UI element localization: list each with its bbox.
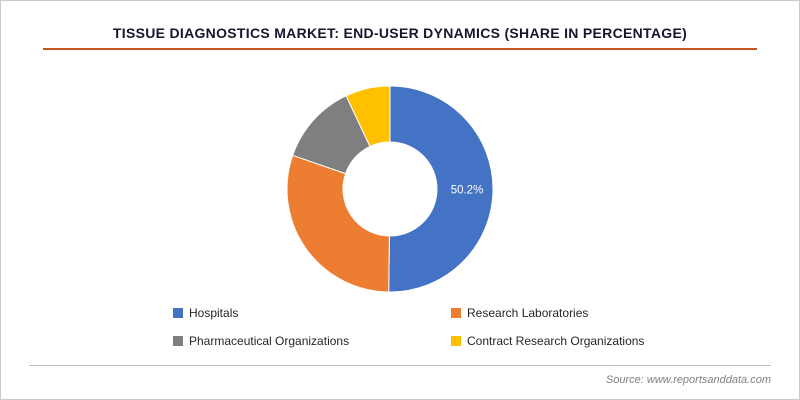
source-attribution: Source: www.reportsanddata.com [605, 374, 771, 386]
legend-swatch-icon [451, 336, 461, 346]
donut-slice-hospitals [388, 85, 494, 293]
legend-item-contract-research-organizations: Contract Research Organizations [451, 334, 693, 348]
legend-label: Pharmaceutical Organizations [189, 334, 350, 348]
legend-label: Hospitals [189, 306, 239, 320]
legend-label: Research Laboratories [467, 306, 589, 320]
legend-swatch-icon [173, 336, 183, 346]
title-divider [43, 48, 757, 50]
legend-swatch-icon [173, 308, 183, 318]
chart-legend: Hospitals Research Laboratories Pharmaceut… [173, 306, 693, 348]
legend-item-pharmaceutical-organizations: Pharmaceutical Organizations [173, 334, 451, 348]
donut-slices [286, 85, 494, 293]
legend-label: Contract Research Organizations [467, 334, 645, 348]
footer-divider [29, 365, 771, 366]
donut-slice-contract-research-organizations [345, 85, 391, 148]
legend-item-hospitals: Hospitals [173, 306, 451, 320]
donut-data-labels: 50.2% [451, 184, 484, 196]
chart-title: TISSUE DIAGNOSTICS MARKET: END-USER DYNA… [112, 25, 688, 41]
donut-chart: 50.2% [286, 85, 494, 293]
legend-item-research-laboratories: Research Laboratories [451, 306, 693, 320]
legend-swatch-icon [451, 308, 461, 318]
donut-slice-research-laboratories [286, 154, 390, 293]
data-label-hospitals: 50.2% [451, 184, 484, 196]
